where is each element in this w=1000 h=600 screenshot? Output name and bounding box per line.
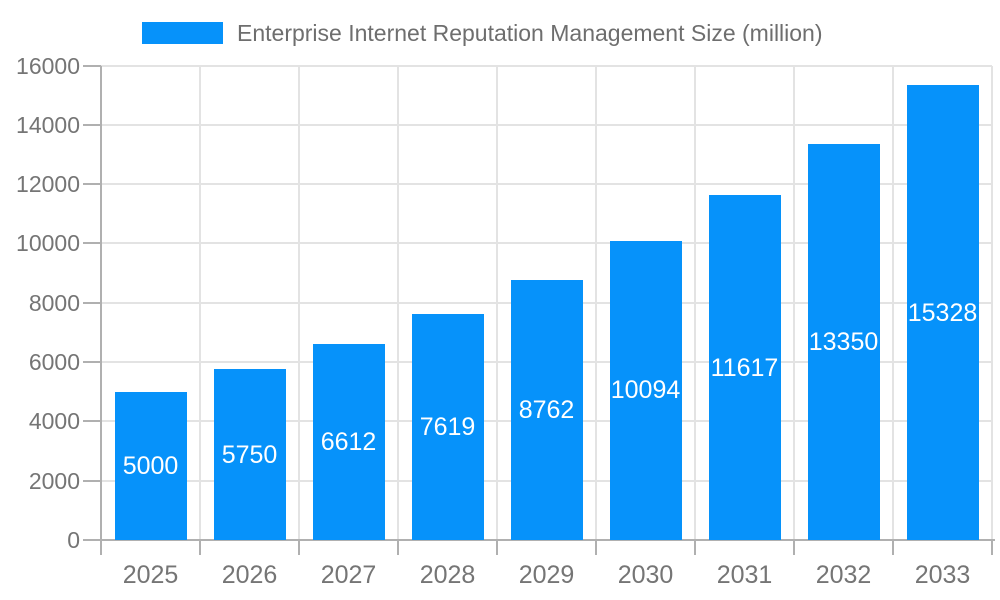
bar-2027: 6612 bbox=[312, 343, 385, 540]
gridline-vertical bbox=[991, 65, 993, 540]
gridline-horizontal bbox=[101, 64, 992, 67]
x-axis-tick bbox=[991, 540, 993, 555]
x-axis-tick bbox=[100, 540, 102, 555]
x-tick-label-2028: 2028 bbox=[419, 561, 476, 589]
bar-2031: 11617 bbox=[708, 195, 781, 540]
y-tick-label-6000: 6000 bbox=[28, 349, 80, 376]
y-tick-label-10000: 10000 bbox=[16, 230, 80, 257]
gridline-horizontal bbox=[101, 183, 992, 186]
y-tick-label-8000: 8000 bbox=[28, 289, 80, 316]
y-axis-line bbox=[100, 65, 102, 540]
bar-2030: 10094 bbox=[609, 240, 682, 540]
y-tick-label-14000: 14000 bbox=[16, 111, 80, 138]
y-axis-tick bbox=[83, 539, 101, 541]
bar-2026: 5750 bbox=[213, 369, 286, 540]
y-tick-label-0: 0 bbox=[67, 527, 80, 553]
y-axis-tick bbox=[83, 361, 101, 364]
bar-value-label-2029: 8762 bbox=[518, 396, 575, 425]
y-axis-tick bbox=[83, 123, 101, 126]
x-axis-line bbox=[100, 539, 995, 541]
x-axis-tick bbox=[496, 540, 498, 555]
x-axis-tick bbox=[397, 540, 399, 555]
bar-value-label-2030: 10094 bbox=[610, 376, 681, 405]
x-tick-label-2033: 2033 bbox=[914, 561, 971, 589]
x-tick-label-2029: 2029 bbox=[518, 561, 575, 589]
legend[interactable]: Enterprise Internet Reputation Managemen… bbox=[142, 15, 823, 51]
x-axis-tick bbox=[595, 540, 597, 555]
x-axis-tick bbox=[199, 540, 201, 555]
bar-value-label-2032: 13350 bbox=[808, 328, 879, 357]
legend-swatch bbox=[142, 22, 223, 44]
bar-value-label-2027: 6612 bbox=[320, 427, 377, 456]
y-tick-label-4000: 4000 bbox=[28, 408, 80, 435]
y-axis-tick bbox=[83, 301, 101, 304]
y-tick-label-16000: 16000 bbox=[16, 52, 80, 79]
bar-2025: 5000 bbox=[114, 391, 187, 540]
bar-2028: 7619 bbox=[411, 314, 484, 540]
bar-2029: 8762 bbox=[510, 280, 583, 540]
x-axis-tick bbox=[298, 540, 300, 555]
bar-value-label-2033: 15328 bbox=[907, 298, 978, 327]
gridline-horizontal bbox=[101, 123, 992, 126]
legend-label: Enterprise Internet Reputation Managemen… bbox=[237, 20, 823, 46]
x-tick-label-2027: 2027 bbox=[320, 561, 377, 589]
y-axis-tick bbox=[83, 183, 101, 186]
bar-value-label-2031: 11617 bbox=[710, 353, 779, 382]
x-tick-label-2030: 2030 bbox=[617, 561, 674, 589]
x-tick-label-2031: 2031 bbox=[716, 561, 773, 589]
gridline-horizontal bbox=[101, 242, 992, 245]
bar-value-label-2028: 7619 bbox=[419, 413, 476, 442]
x-axis-tick bbox=[694, 540, 696, 555]
bar-value-label-2026: 5750 bbox=[221, 440, 278, 469]
x-axis-tick bbox=[892, 540, 894, 555]
bar-2032: 13350 bbox=[807, 144, 880, 540]
y-tick-label-12000: 12000 bbox=[16, 171, 80, 198]
y-axis-tick bbox=[83, 420, 101, 423]
y-tick-label-2000: 2000 bbox=[28, 467, 80, 494]
bar-value-label-2025: 5000 bbox=[122, 451, 179, 480]
x-axis-tick bbox=[793, 540, 795, 555]
y-axis-tick bbox=[83, 242, 101, 245]
x-tick-label-2032: 2032 bbox=[815, 561, 872, 589]
x-tick-label-2026: 2026 bbox=[221, 561, 278, 589]
x-tick-label-2025: 2025 bbox=[122, 561, 179, 589]
y-axis-tick bbox=[83, 64, 101, 67]
y-axis-tick bbox=[83, 479, 101, 482]
bar-2033: 15328 bbox=[906, 85, 979, 540]
